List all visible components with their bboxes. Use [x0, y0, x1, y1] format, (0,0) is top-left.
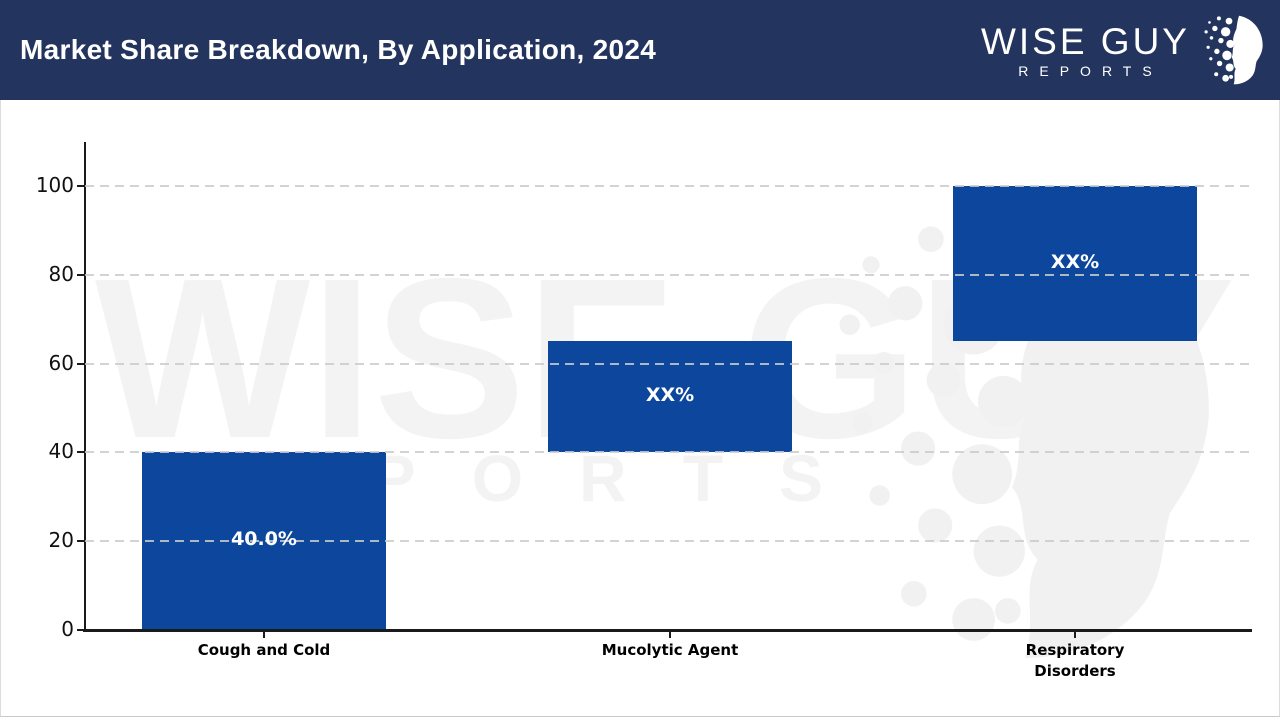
y-tick-0 [77, 629, 84, 631]
x-axis-line [83, 629, 1252, 632]
logo-text: WISE GUY REPORTS [981, 23, 1190, 78]
gridline-20 [85, 540, 1250, 543]
plot-area: 0 20 40 60 80 100 40.0% XX% XX% Cough and Cold Muc… [0, 100, 1280, 720]
x-category-label: Cough and Cold [197, 641, 331, 659]
y-tick-label-60: 60 [48, 350, 74, 375]
header-bar: Market Share Breakdown, By Application, … [0, 0, 1280, 100]
bar-respiratory-disorders [953, 186, 1197, 342]
y-tick-20 [77, 540, 84, 543]
gridline-100 [85, 185, 1250, 187]
y-tick-label-100: 100 [35, 173, 74, 197]
logo-wordmark: WISE GUY [980, 20, 1190, 62]
gridline-80 [85, 273, 1250, 276]
logo-face-icon [1204, 15, 1263, 85]
gridline-60 [85, 362, 1250, 365]
bar-value-label: XX% [1050, 250, 1100, 273]
bar-value-label: XX% [645, 383, 695, 406]
x-category-label: Mucolytic Agent [601, 641, 739, 659]
page-title: Market Share Breakdown, By Application, … [20, 34, 657, 65]
bar-value-label: 40.0% [231, 528, 297, 551]
x-tick-2 [669, 631, 671, 638]
y-tick-40 [77, 451, 84, 454]
waterfall-chart: WISE GUY REPORTS 0 20 40 60 80 100 40.0% XX% XX%… [0, 100, 1280, 720]
bar-mucolytic-agent [548, 341, 792, 453]
y-tick-label-40: 40 [48, 439, 74, 464]
y-tick-label-0: 0 [61, 617, 74, 641]
x-tick-1 [263, 631, 265, 638]
wiseguy-logo: WISE GUY REPORTS [981, 7, 1266, 93]
y-tick-60 [77, 362, 84, 365]
gridline-40 [85, 451, 1250, 454]
x-category-label: Respiratory Disorders [1025, 641, 1125, 680]
y-tick-label-20: 20 [48, 528, 74, 553]
y-tick-label-80: 80 [48, 261, 74, 286]
y-axis-line [84, 142, 86, 630]
y-tick-100 [77, 185, 84, 187]
logo-subtext: REPORTS [1018, 62, 1163, 79]
y-tick-80 [77, 273, 84, 276]
x-tick-3 [1074, 631, 1076, 638]
